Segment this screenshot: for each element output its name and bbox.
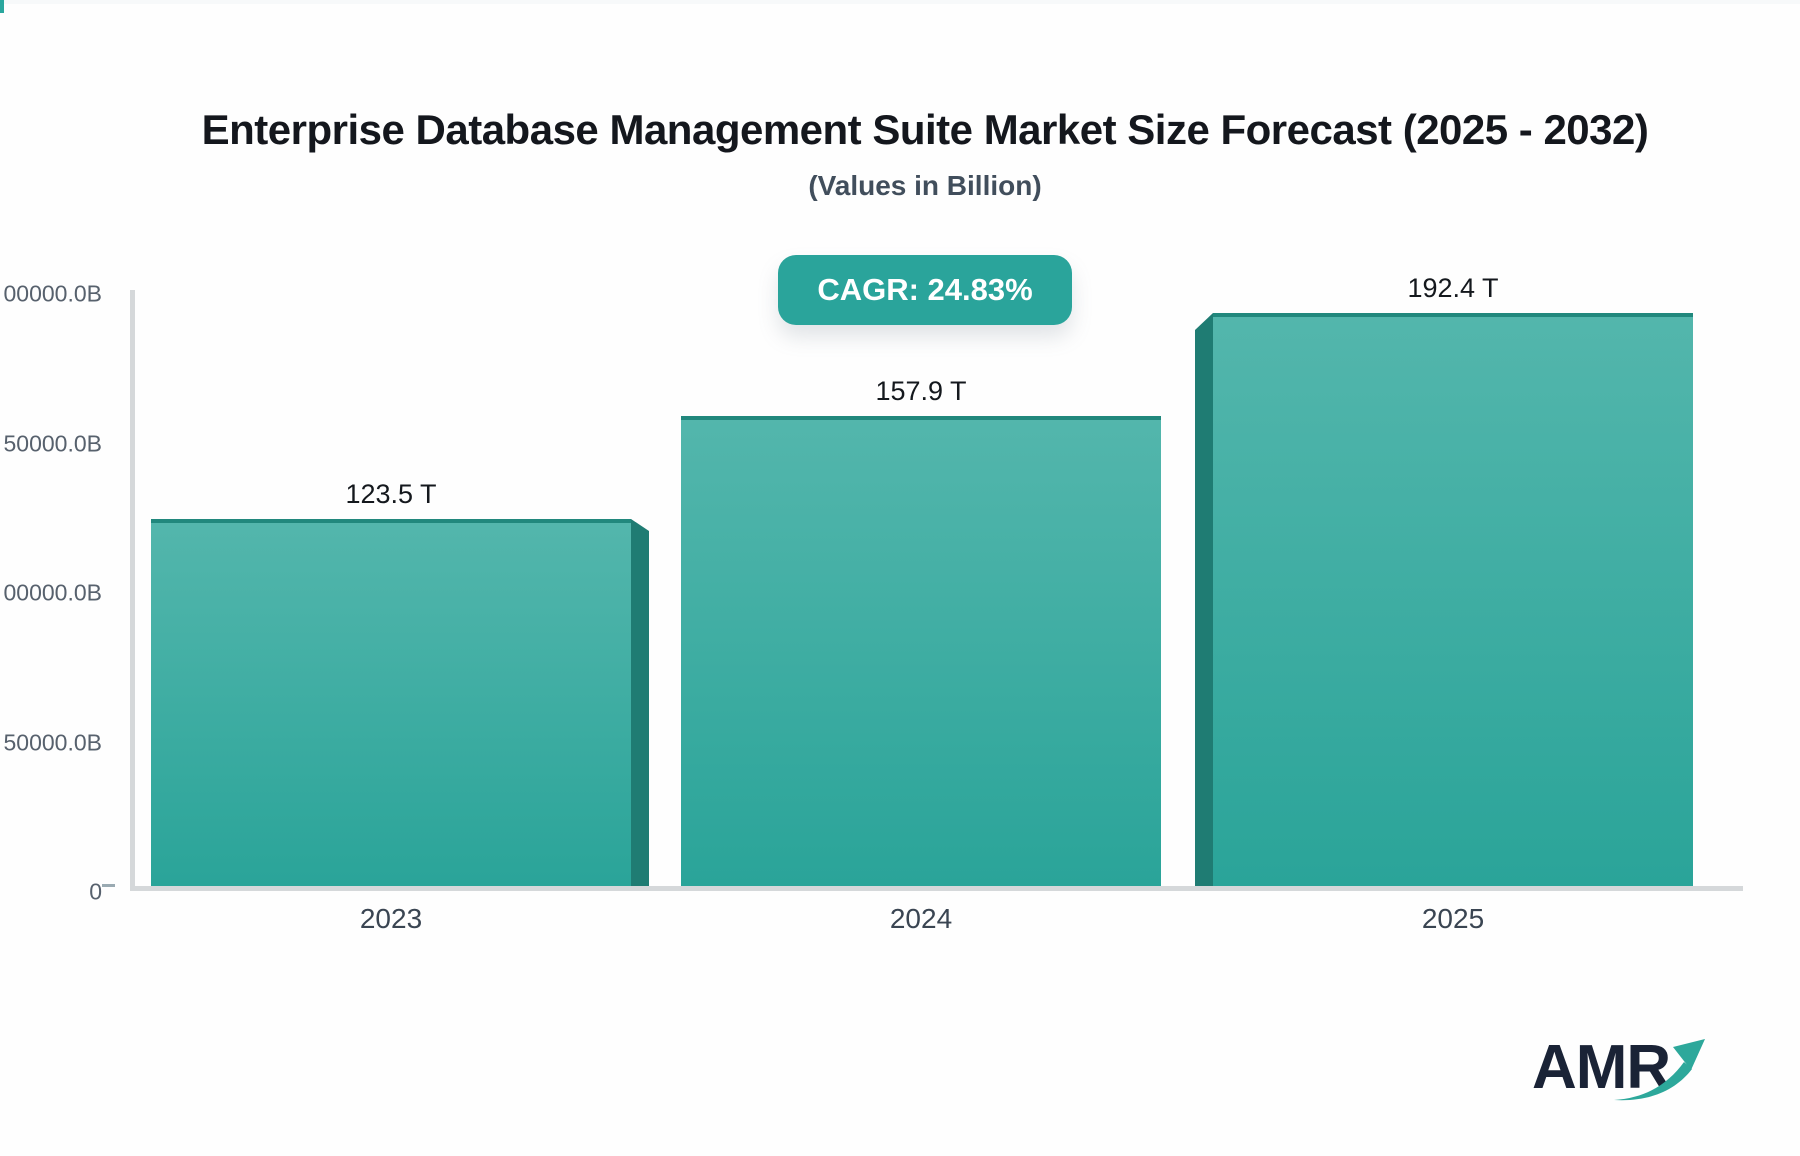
cagr-badge: CAGR: 24.83% [778, 255, 1072, 325]
bar-3d-side-left [1195, 313, 1213, 886]
amr-logo-text: AMR [1532, 1033, 1671, 1102]
chart-title: Enterprise Database Management Suite Mar… [201, 106, 1649, 153]
bar-2024 [681, 416, 1161, 886]
bar-value-label: 157.9 T [875, 376, 967, 406]
x-axis-line [130, 886, 1743, 891]
bar-3d-side-right [631, 519, 649, 886]
growth-arrow-icon [1614, 1039, 1705, 1101]
x-category-label: 2023 [359, 903, 423, 934]
amr-logo: AMR [1520, 1032, 1740, 1122]
bar-2023 [151, 519, 631, 886]
y-tick-label: 50000.0B [3, 430, 102, 456]
bar-2025 [1213, 313, 1693, 886]
y-tick-label: 00000.0B [3, 579, 102, 606]
x-category-label: 2024 [889, 903, 953, 934]
bar-value-label: 192.4 T [1407, 273, 1499, 303]
bar-value-label: 123.5 T [345, 479, 437, 509]
cagr-badge-label: CAGR: 24.83% [817, 272, 1033, 307]
top-notch [0, 0, 4, 13]
x-category-label: 2025 [1421, 903, 1485, 934]
y-tick-label: 00000.0B [3, 280, 102, 307]
chart-subtitle: (Values in Billion) [808, 170, 1042, 201]
top-strip [0, 0, 1800, 4]
y-tick-label: 50000.0B [3, 729, 102, 755]
y-axis-line [130, 290, 135, 891]
zero-tick-mark [102, 884, 115, 887]
y-tick-label: 0 [89, 878, 102, 905]
